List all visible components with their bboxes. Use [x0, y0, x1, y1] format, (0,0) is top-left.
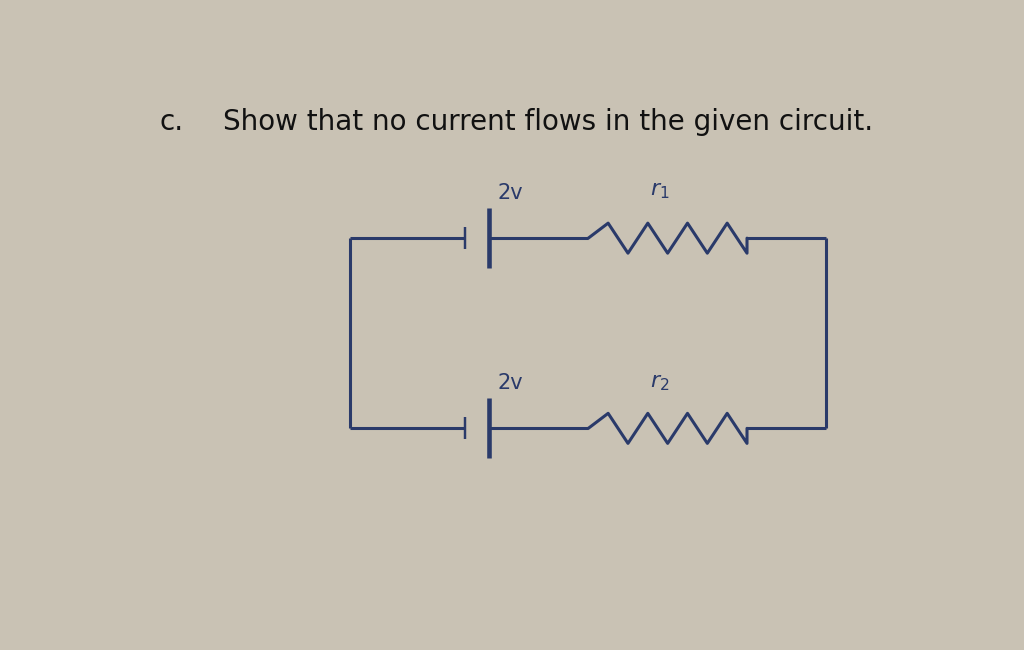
Text: $r_2$: $r_2$	[650, 371, 670, 393]
Text: c.: c.	[160, 108, 184, 136]
Text: 2v: 2v	[497, 373, 522, 393]
Text: 2v: 2v	[497, 183, 522, 203]
Text: $r_1$: $r_1$	[650, 179, 670, 201]
Text: Show that no current flows in the given circuit.: Show that no current flows in the given …	[223, 108, 873, 136]
